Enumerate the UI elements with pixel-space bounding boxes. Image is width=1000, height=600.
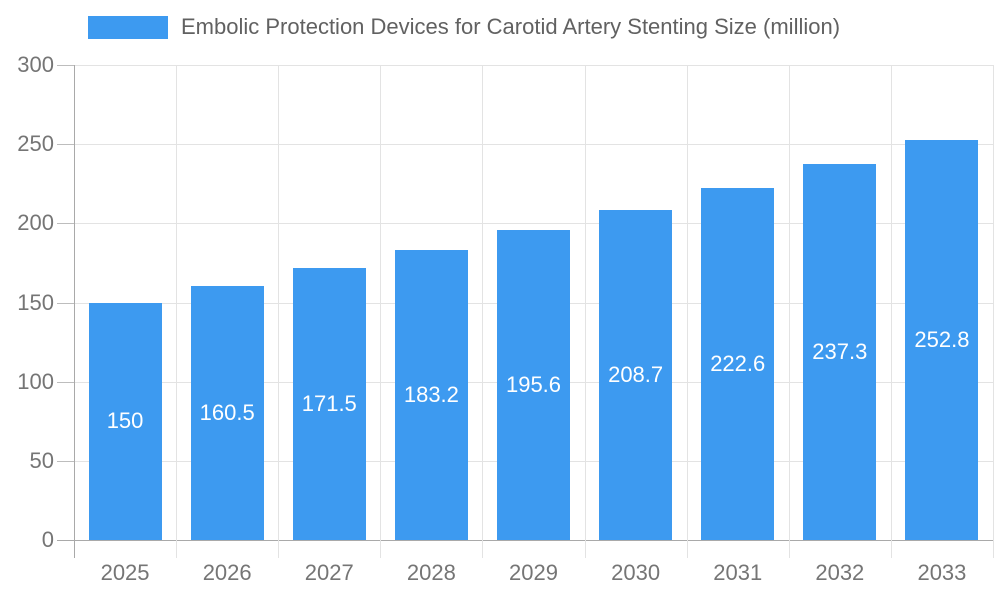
y-axis-tick-label: 150	[17, 289, 54, 315]
gridline-h	[74, 65, 993, 66]
x-axis-tick-label: 2030	[611, 560, 661, 585]
y-axis-tick	[57, 540, 74, 541]
bar[interactable]	[803, 164, 877, 540]
bar[interactable]	[599, 209, 673, 540]
x-axis-tick-label: 2025	[100, 560, 150, 585]
bar[interactable]	[190, 285, 264, 540]
x-axis-line	[74, 540, 993, 541]
y-axis-tick-label: 200	[17, 210, 54, 236]
x-axis-tick-label: 2033	[917, 560, 967, 585]
bar[interactable]	[701, 187, 775, 540]
bar-value-label: 183.2	[403, 381, 459, 407]
chart-title: Embolic Protection Devices for Carotid A…	[181, 14, 841, 39]
gridline-v	[176, 65, 178, 558]
bar-value-label: 195.6	[505, 372, 562, 398]
y-axis-tick-label: 100	[17, 368, 54, 394]
y-axis-tick	[57, 381, 74, 383]
legend-swatch[interactable]	[88, 15, 168, 39]
y-axis-tick	[57, 144, 74, 146]
gridline-h	[74, 223, 993, 225]
x-axis-tick-label: 2028	[406, 560, 456, 585]
gridline-v	[380, 65, 382, 558]
x-axis-tick-label: 2031	[713, 560, 763, 585]
bar[interactable]	[292, 268, 366, 540]
y-axis-tick	[57, 302, 74, 304]
bar-value-label: 150	[106, 408, 144, 434]
x-axis-tick-label: 2027	[304, 560, 354, 585]
gridline-v	[278, 65, 280, 558]
gridline-v	[890, 65, 892, 558]
gridline-v	[993, 65, 994, 558]
bar-value-label: 222.6	[710, 350, 766, 376]
y-axis-tick-label: 0	[41, 527, 54, 552]
bar-value-label: 171.5	[301, 391, 357, 417]
x-axis-tick-label: 2029	[509, 560, 558, 585]
gridline-v	[584, 65, 586, 558]
bar-value-label: 208.7	[608, 361, 664, 387]
y-axis-tick-label: 300	[17, 52, 54, 77]
gridline-v	[482, 65, 484, 558]
bar[interactable]	[497, 230, 570, 540]
bar-value-label: 160.5	[199, 399, 255, 425]
bar[interactable]	[905, 139, 979, 540]
y-axis-tick-label: 250	[17, 131, 54, 157]
x-axis-tick-label: 2032	[815, 560, 865, 585]
y-axis-tick	[57, 65, 74, 66]
bar[interactable]	[394, 249, 468, 540]
y-axis-line	[74, 65, 75, 558]
y-axis-tick	[57, 223, 74, 225]
y-axis-tick-label: 50	[29, 447, 54, 473]
legend[interactable]: Embolic Protection Devices for Carotid A…	[88, 14, 840, 40]
x-axis-tick-label: 2026	[202, 560, 252, 585]
y-axis-tick	[57, 460, 74, 462]
gridline-h	[74, 144, 993, 146]
gridline-v	[788, 65, 790, 558]
bar-value-label: 237.3	[812, 339, 868, 365]
bar-value-label: 252.8	[914, 326, 970, 352]
gridline-v	[686, 65, 688, 558]
bar[interactable]	[88, 302, 162, 540]
